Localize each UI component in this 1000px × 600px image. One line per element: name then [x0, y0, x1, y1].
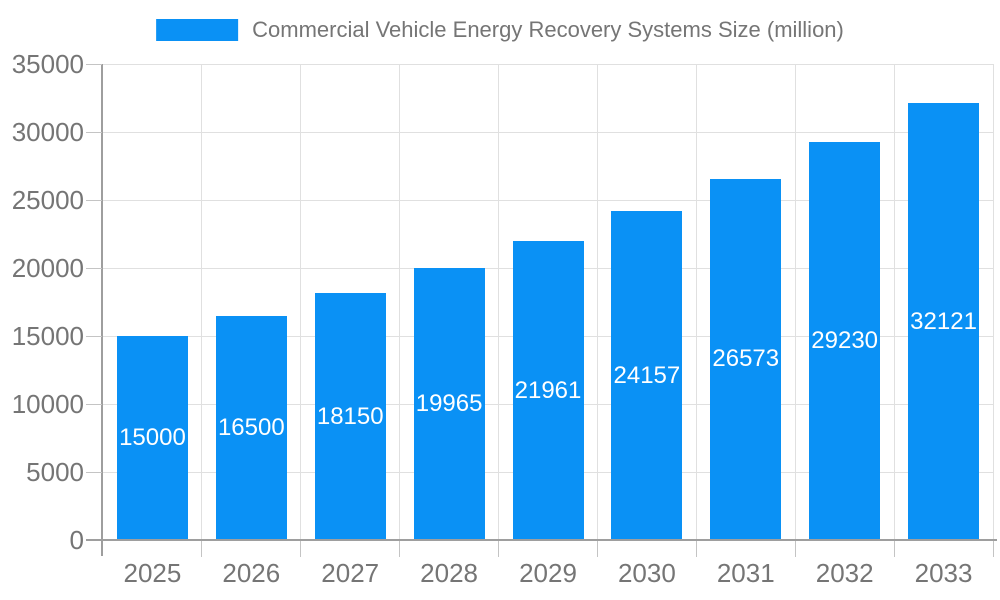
x-axis-baseline	[86, 539, 997, 541]
x-gridline	[794, 64, 796, 540]
bar-value-label: 16500	[217, 413, 285, 441]
y-axis-tick-label: 35000	[11, 49, 84, 79]
bar-2032: 29230	[809, 142, 881, 540]
y-gridline	[103, 63, 993, 65]
x-axis-tick	[201, 541, 203, 557]
bar-2025: 15000	[116, 336, 188, 540]
y-gridline	[103, 131, 993, 133]
bar-value-label: 18150	[316, 402, 384, 430]
y-axis-tick	[86, 267, 102, 269]
legend[interactable]: Commercial Vehicle Energy Recovery Syste…	[156, 17, 844, 43]
y-axis-tick	[86, 63, 102, 65]
x-gridline	[300, 64, 302, 540]
x-axis-tick	[695, 541, 697, 557]
x-axis-tick-label: 2033	[914, 558, 973, 588]
bar-2027: 18150	[314, 293, 386, 540]
x-axis-tick-label: 2028	[420, 558, 479, 588]
x-axis-tick	[498, 541, 500, 557]
bar-2026: 16500	[215, 315, 287, 540]
y-axis-tick	[86, 471, 102, 473]
x-gridline	[201, 64, 203, 540]
y-axis-tick-label: 0	[69, 525, 84, 555]
x-gridline	[695, 64, 697, 540]
x-gridline	[992, 64, 994, 540]
legend-swatch-icon	[156, 19, 239, 41]
x-axis-tick	[596, 541, 598, 557]
x-gridline	[399, 64, 401, 540]
y-axis-tick-label: 25000	[11, 185, 84, 215]
x-axis-tick-label: 2032	[815, 558, 874, 588]
bar-2033: 32121	[908, 103, 980, 540]
x-axis-tick-label: 2026	[222, 558, 281, 588]
legend-label: Commercial Vehicle Energy Recovery Syste…	[252, 17, 844, 42]
y-axis-tick-label: 20000	[11, 253, 84, 283]
y-axis-tick	[86, 199, 102, 201]
y-axis-tick-label: 5000	[26, 457, 84, 487]
x-axis-tick	[300, 541, 302, 557]
x-axis-tick-label: 2025	[123, 558, 182, 588]
x-axis-tick	[794, 541, 796, 557]
y-axis-tick-label: 10000	[11, 389, 84, 419]
x-gridline	[498, 64, 500, 540]
bar-2031: 26573	[710, 178, 782, 540]
bar-value-label: 24157	[613, 361, 681, 389]
bar-value-label: 29230	[811, 327, 879, 355]
x-axis-tick	[893, 541, 895, 557]
bar-2030: 24157	[611, 211, 683, 540]
bar-value-label: 21961	[514, 376, 582, 404]
x-axis-tick-label: 2030	[617, 558, 676, 588]
bar-value-label: 32121	[910, 307, 977, 335]
bar-2028: 19965	[413, 268, 485, 540]
bar-value-label: 26573	[712, 345, 780, 373]
y-axis-tick-label: 15000	[11, 321, 84, 351]
bar-value-label: 15000	[119, 424, 186, 451]
y-axis-tick	[86, 335, 102, 337]
x-gridline	[596, 64, 598, 540]
bar-2029: 21961	[512, 241, 584, 540]
y-axis-tick	[86, 131, 102, 133]
x-axis-tick	[399, 541, 401, 557]
x-axis-tick-label: 2031	[716, 558, 775, 588]
y-gridline	[103, 199, 993, 201]
bar-value-label: 19965	[415, 390, 483, 418]
x-axis-tick-label: 2029	[519, 558, 577, 588]
x-axis-tick	[992, 541, 994, 557]
y-axis-line	[101, 64, 103, 556]
x-gridline	[893, 64, 895, 540]
x-axis-tick-label: 2027	[321, 558, 380, 588]
plot-area: 15000 16500 18150 19965 21961 24157 26573 29230…	[103, 63, 994, 540]
y-axis-tick-label: 30000	[11, 117, 84, 147]
y-axis-tick	[86, 403, 102, 405]
